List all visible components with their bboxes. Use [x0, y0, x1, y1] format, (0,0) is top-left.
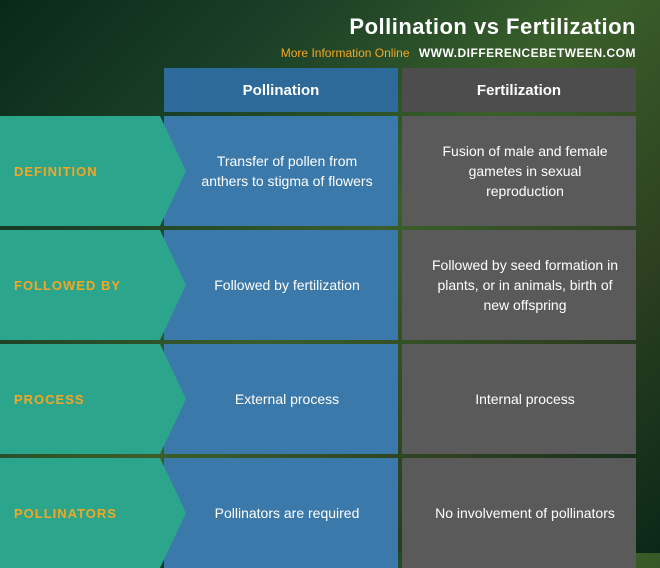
row-label-definition: DEFINITION [0, 116, 160, 226]
row-label-pollinators: POLLINATORS [0, 458, 160, 568]
cell-definition-pollination: Transfer of pollen from anthers to stigm… [164, 116, 398, 226]
header: Pollination vs Fertilization More Inform… [0, 0, 660, 68]
col-header-fertilization: Fertilization [402, 68, 636, 112]
cell-process-fertilization: Internal process [402, 344, 636, 454]
col-header-pollination: Pollination [164, 68, 398, 112]
comparison-table: Pollination Fertilization DEFINITION Tra… [0, 68, 660, 568]
page-title: Pollination vs Fertilization [24, 14, 636, 40]
cell-followedby-fertilization: Followed by seed formation in plants, or… [402, 230, 636, 340]
row-label-text: POLLINATORS [14, 506, 117, 521]
row-label-text: PROCESS [14, 392, 85, 407]
row-label-process: PROCESS [0, 344, 160, 454]
cell-process-pollination: External process [164, 344, 398, 454]
cell-pollinators-fertilization: No involvement of pollinators [402, 458, 636, 568]
subtitle: More Information Online WWW.DIFFERENCEBE… [24, 46, 636, 60]
row-label-text: DEFINITION [14, 164, 98, 179]
row-label-text: FOLLOWED BY [14, 278, 121, 293]
cell-definition-fertilization: Fusion of male and female gametes in sex… [402, 116, 636, 226]
subtitle-site-url: WWW.DIFFERENCEBETWEEN.COM [419, 46, 636, 60]
cell-followedby-pollination: Followed by fertilization [164, 230, 398, 340]
corner-cell [0, 68, 160, 112]
cell-pollinators-pollination: Pollinators are required [164, 458, 398, 568]
row-label-followedby: FOLLOWED BY [0, 230, 160, 340]
subtitle-more-info: More Information Online [281, 46, 410, 60]
